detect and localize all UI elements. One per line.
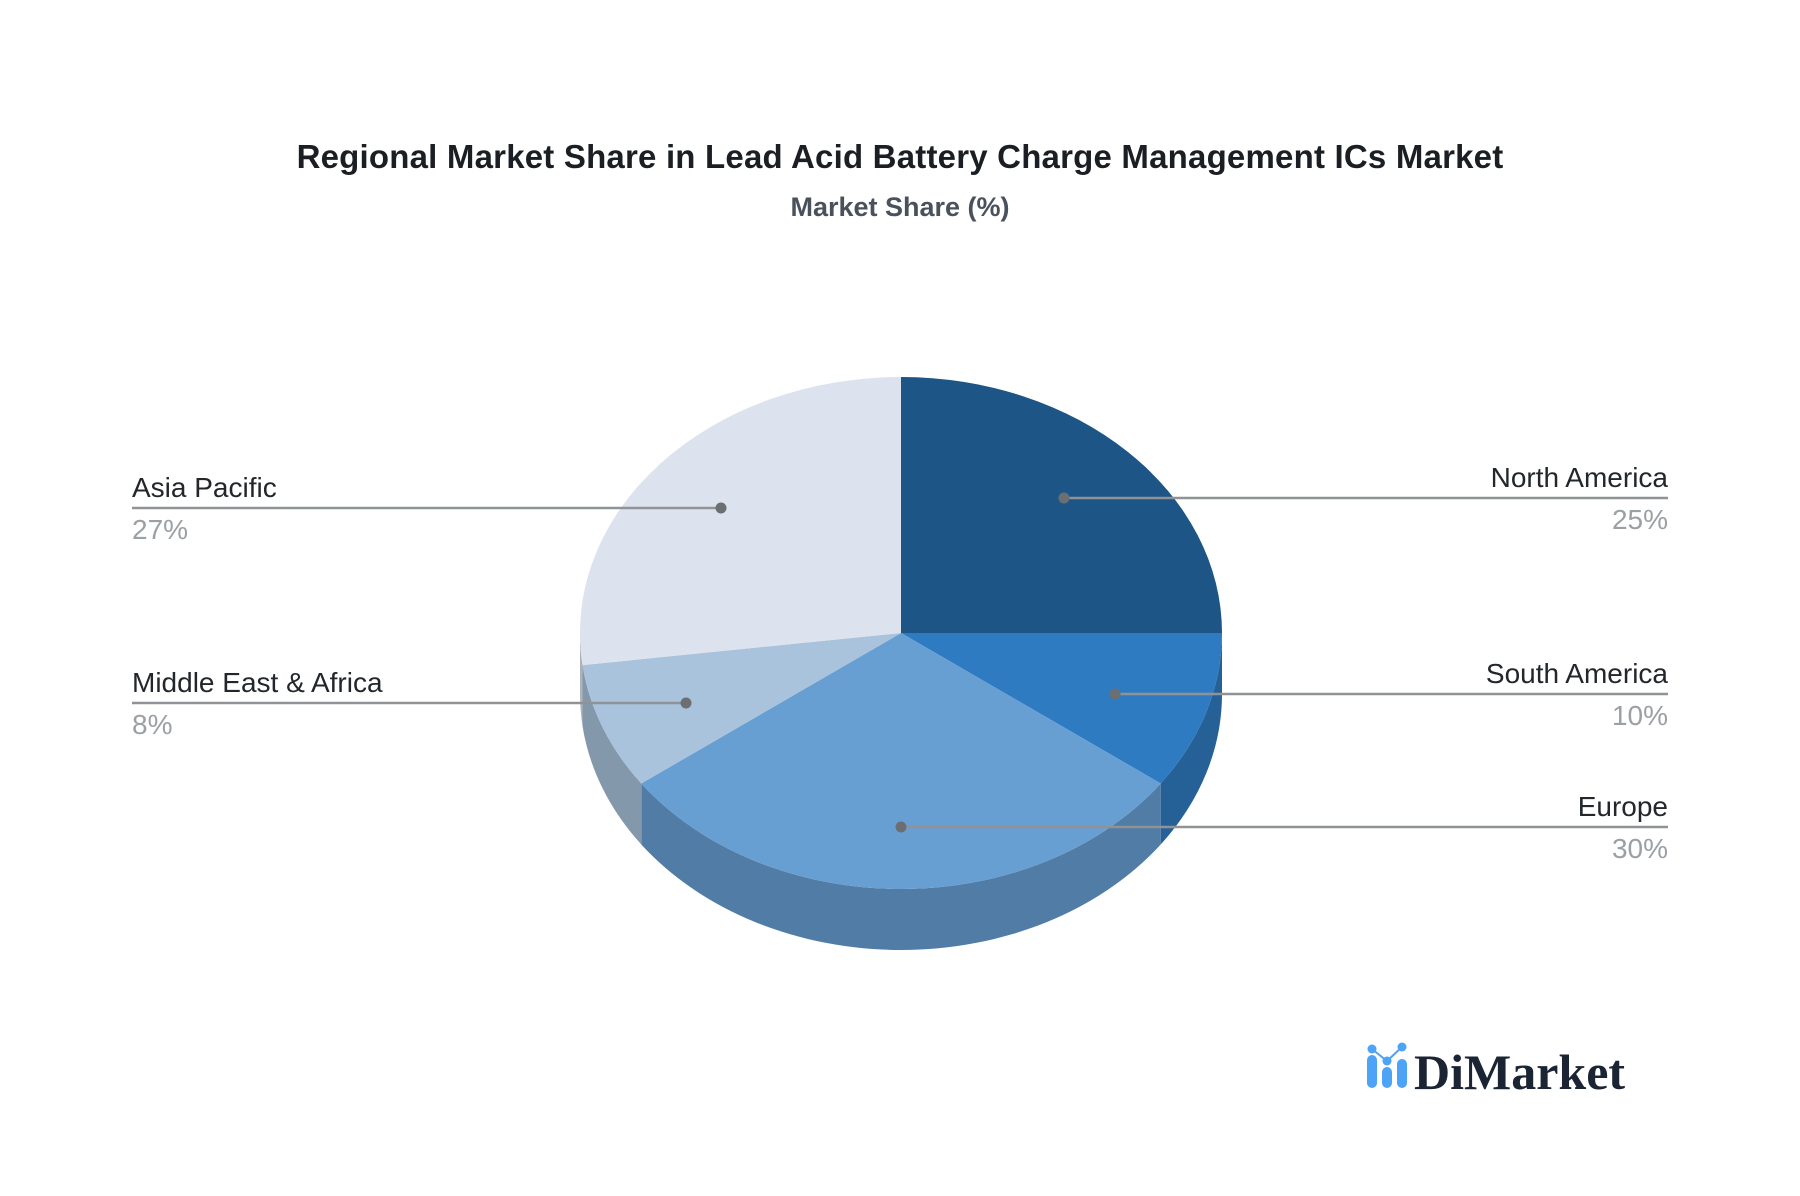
- slice-label-europe: Europe: [1578, 791, 1668, 822]
- pie-slice-asia-pacific[interactable]: [580, 377, 901, 666]
- slice-label-north-america: North America: [1491, 462, 1669, 493]
- bar-line-chart-logo-icon: [1367, 1042, 1407, 1088]
- pie-slice-north-america[interactable]: [901, 377, 1222, 633]
- slice-value-asia-pacific: 27%: [132, 514, 188, 545]
- leader-dot-north-america: [1058, 492, 1070, 504]
- slice-value-middle-east-and-africa: 8%: [132, 709, 172, 740]
- pie-slice-wall-europe: [641, 783, 1161, 950]
- chart-subtitle: Market Share (%): [790, 192, 1010, 222]
- slice-value-north-america: 25%: [1612, 504, 1668, 535]
- leader-dot-europe: [895, 821, 907, 833]
- pie-slice-wall-south-america: [1160, 633, 1222, 845]
- leader-dot-asia-pacific: [715, 502, 727, 514]
- pie-slice-europe[interactable]: [641, 633, 1161, 889]
- slice-value-south-america: 10%: [1612, 700, 1668, 731]
- brand-logo: DiMarket: [1367, 1042, 1667, 1102]
- leader-lines: [132, 492, 1668, 833]
- slice-label-middle-east-and-africa: Middle East & Africa: [132, 667, 383, 698]
- leader-dot-south-america: [1109, 688, 1121, 700]
- pie-slices: [580, 377, 1222, 889]
- slice-value-europe: 30%: [1612, 833, 1668, 864]
- leader-dot-middle-east-and-africa: [680, 697, 692, 709]
- slice-label-south-america: South America: [1486, 658, 1669, 689]
- pie-slice-wall-middle-east-and-africa: [582, 665, 642, 845]
- pie-slice-south-america[interactable]: [901, 633, 1222, 784]
- brand-name: DiMarket: [1414, 1044, 1626, 1100]
- slice-label-asia-pacific: Asia Pacific: [132, 472, 277, 503]
- slice-labels: North America 25% South America 10% Europe 30…: [132, 462, 1668, 864]
- chart-title: Regional Market Share in Lead Acid Batte…: [296, 138, 1504, 175]
- pie-slice-middle-east-and-africa[interactable]: [582, 633, 901, 784]
